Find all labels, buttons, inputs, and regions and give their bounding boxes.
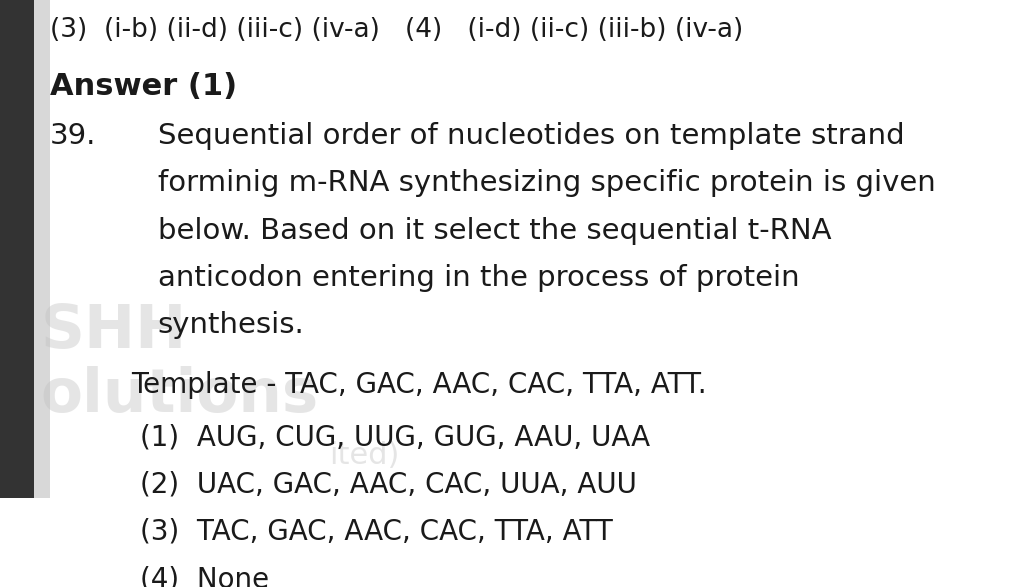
Text: synthesis.: synthesis. [158, 311, 304, 339]
Text: forminig m-RNA synthesizing specific protein is given: forminig m-RNA synthesizing specific pro… [158, 169, 935, 197]
Text: SHH
olutions: SHH olutions [41, 302, 318, 425]
Text: (2)  UAC, GAC, AAC, CAC, UUA, AUU: (2) UAC, GAC, AAC, CAC, UUA, AUU [139, 471, 637, 498]
Text: Answer (1): Answer (1) [49, 72, 237, 101]
Text: Sequential order of nucleotides on template strand: Sequential order of nucleotides on templ… [158, 122, 904, 150]
Text: 39.: 39. [49, 122, 96, 150]
Text: (4)  None: (4) None [139, 565, 268, 587]
Text: (3)  TAC, GAC, AAC, CAC, TTA, ATT: (3) TAC, GAC, AAC, CAC, TTA, ATT [139, 518, 612, 546]
Text: (1)  AUG, CUG, UUG, GUG, AAU, UAA: (1) AUG, CUG, UUG, GUG, AAU, UAA [139, 423, 650, 451]
Text: Template - TAC, GAC, AAC, CAC, TTA, ATT.: Template - TAC, GAC, AAC, CAC, TTA, ATT. [131, 371, 707, 399]
FancyBboxPatch shape [34, 0, 50, 498]
Text: ited): ited) [329, 441, 399, 470]
FancyBboxPatch shape [50, 0, 901, 498]
FancyBboxPatch shape [0, 0, 34, 498]
Text: anticodon entering in the process of protein: anticodon entering in the process of pro… [158, 264, 800, 292]
Text: below. Based on it select the sequential t-RNA: below. Based on it select the sequential… [158, 217, 831, 245]
Text: (3)  (i-b) (ii-d) (iii-c) (iv-a)   (4)   (i-d) (ii-c) (iii-b) (iv-a): (3) (i-b) (ii-d) (iii-c) (iv-a) (4) (i-d… [49, 18, 742, 43]
